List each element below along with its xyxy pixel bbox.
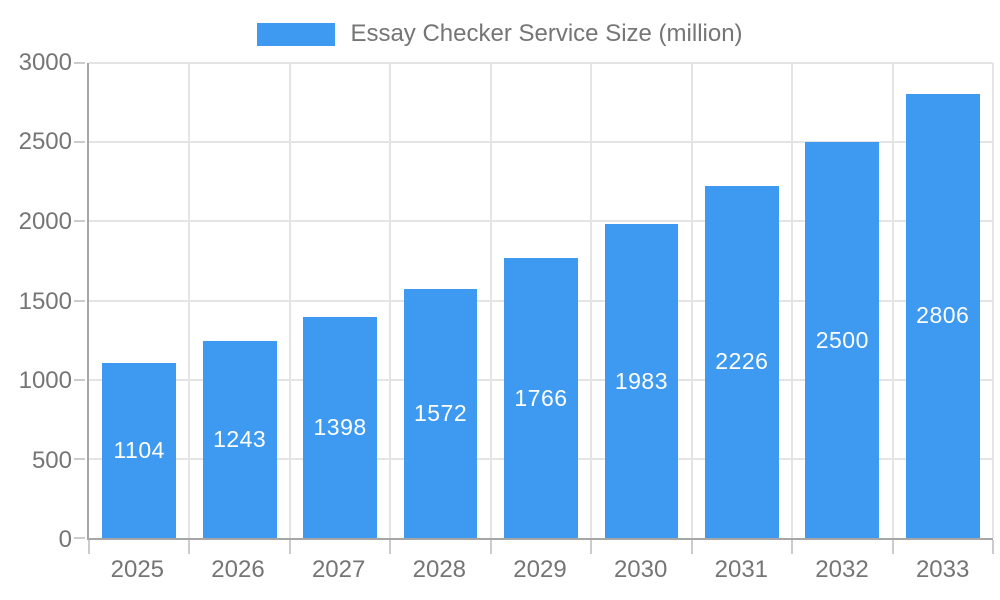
x-tick-mark: [690, 540, 693, 554]
y-tick-label: 1000: [18, 366, 72, 394]
bar-2032[interactable]: 2500: [805, 142, 880, 538]
y-tick-mark: [74, 62, 85, 64]
bar-value-label: 1104: [113, 437, 165, 464]
x-tick-label: 2031: [714, 556, 769, 583]
y-tick-label: 2000: [18, 207, 72, 235]
x-tick-label: 2029: [513, 556, 567, 583]
bar-value-label: 1243: [213, 426, 267, 453]
v-gridline: [690, 63, 693, 538]
y-tick-mark: [74, 141, 85, 144]
y-tick-label: 2500: [18, 128, 72, 156]
h-gridline: [89, 62, 993, 64]
bar-value-label: 2500: [815, 326, 869, 353]
y-tick-label: 3000: [18, 49, 72, 76]
x-tick-mark: [590, 540, 593, 554]
x-tick-label: 2026: [211, 556, 265, 583]
bar-2029[interactable]: 1766: [504, 258, 578, 538]
v-gridline: [188, 63, 191, 538]
bar-value-label: 1398: [313, 413, 367, 440]
y-axis: 0 500 1000 1500 2000 2500 3000: [0, 49, 72, 553]
y-tick-mark: [74, 378, 85, 381]
y-tick-mark: [74, 299, 85, 302]
bar-2025[interactable]: 1104: [102, 363, 177, 538]
v-gridline: [791, 63, 794, 538]
bar-2027[interactable]: 1398: [303, 316, 377, 538]
bar-value-label: 1766: [514, 384, 568, 411]
legend-item[interactable]: Essay Checker Service Size (million): [0, 20, 1000, 48]
bar-2028[interactable]: 1572: [403, 289, 478, 538]
y-tick-label: 500: [31, 446, 72, 474]
x-axis: 2025 2026 2027 2028 2029 2030 2031 2032 2033: [87, 556, 993, 588]
x-tick-mark: [88, 540, 90, 554]
x-tick-mark: [992, 540, 994, 554]
bar-value-label: 1572: [413, 400, 468, 427]
legend-label: Essay Checker Service Size (million): [350, 20, 743, 47]
plot-area: 1104 1243 1398 1572 1766 1983 2226 2500 2806: [74, 62, 994, 554]
x-tick-mark: [389, 540, 392, 554]
v-gridline: [288, 63, 291, 538]
bar-value-label: 1983: [614, 367, 668, 394]
v-gridline: [389, 63, 392, 538]
v-gridline: [590, 63, 593, 538]
v-gridline: [992, 63, 994, 538]
bar-2031[interactable]: 2226: [704, 185, 779, 538]
x-tick-label: 2027: [311, 556, 366, 583]
bar-2026[interactable]: 1243: [202, 341, 277, 538]
x-tick-mark: [791, 540, 794, 554]
h-gridline: [89, 141, 993, 144]
h-gridline: [89, 220, 993, 223]
x-tick-label: 2033: [915, 556, 970, 583]
v-gridline: [489, 63, 492, 538]
y-tick-mark: [74, 537, 85, 539]
x-tick-label: 2028: [412, 556, 467, 583]
x-tick-mark: [489, 540, 492, 554]
y-tick-label: 1500: [18, 287, 72, 315]
bar-value-label: 2226: [715, 348, 769, 375]
bar-2030[interactable]: 1983: [604, 224, 679, 538]
y-tick-mark: [74, 457, 85, 460]
v-gridline: [891, 63, 894, 538]
x-tick-mark: [891, 540, 894, 554]
bar-value-label: 2806: [916, 302, 970, 329]
legend-swatch: [257, 22, 336, 46]
y-tick-label: 0: [58, 526, 72, 553]
x-tick-label: 2025: [110, 556, 165, 583]
y-tick-mark: [74, 220, 85, 223]
bar-2033[interactable]: 2806: [905, 93, 980, 538]
x-tick-label: 2030: [613, 556, 668, 583]
x-tick-mark: [288, 540, 291, 554]
x-tick-label: 2032: [815, 556, 869, 583]
x-tick-mark: [188, 540, 191, 554]
